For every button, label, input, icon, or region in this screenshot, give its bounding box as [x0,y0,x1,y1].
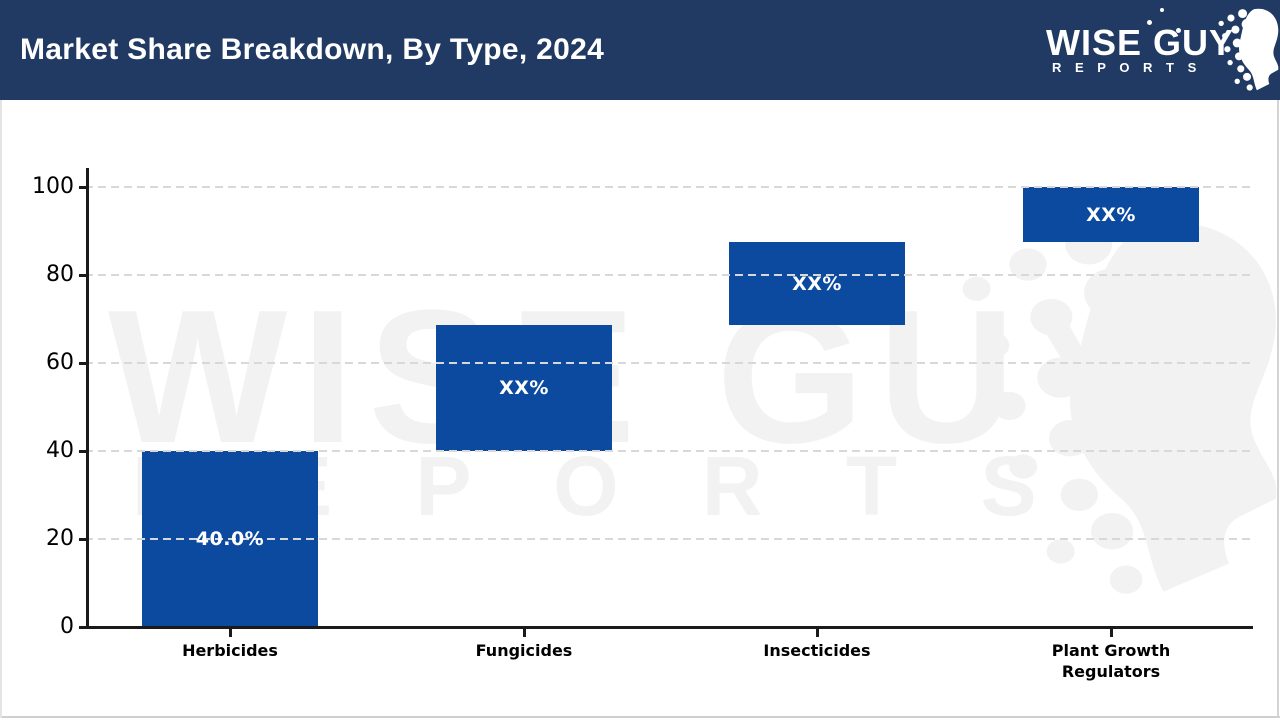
x-category-label-fungicides: Fungicides [475,641,573,660]
plot-area: WISE GUY R E P O R T S 0 20 40 60 80 100 40.0%… [0,100,1280,720]
right-border-line [1277,100,1279,718]
logo-subtitle: R E P O R T S [1052,60,1202,75]
y-tick-label: 0 [60,614,74,639]
watermark-head-icon [962,222,1277,594]
y-tick-label: 20 [46,526,74,551]
y-tick-label: 100 [32,174,74,199]
y-tick-label: 80 [46,262,74,287]
header-bar: Market Share Breakdown, By Type, 2024 WI… [0,0,1280,100]
logo-dot [1160,8,1164,12]
bar-value-label-fungicides: XX% [499,377,549,400]
x-category-label-plant-growth-regulators: Plant Growth Regulators [1051,641,1171,681]
x-category-label-herbicides: Herbicides [182,641,278,660]
left-border-line [0,100,2,718]
gridline-100 [85,186,1253,188]
x-tick-mark [1109,629,1113,637]
bar-value-label-insecticides: XX% [792,272,842,295]
logo-dot [1176,28,1181,33]
chart-title: Market Share Breakdown, By Type, 2024 [20,33,605,66]
gridline-60 [85,362,1253,364]
y-tick-label: 40 [46,438,74,463]
y-tick-mark [79,449,86,453]
x-category-label-insecticides: Insecticides [763,641,871,660]
y-tick-label: 60 [46,350,74,375]
y-tick-mark [79,625,86,629]
y-tick-mark [79,185,86,189]
bar-value-label-herbicides: 40.0% [195,528,265,550]
y-tick-mark [79,273,86,277]
y-tick-mark [79,361,86,365]
wiseguy-head-icon [1218,8,1279,91]
watermark-text-line1: WISE GUY [108,271,1171,483]
bottom-border-line [0,716,1280,718]
bar-insecticides [729,242,905,326]
y-axis-line [86,168,89,629]
bar-value-label-plant-growth-regulators: XX% [1086,203,1136,226]
bar-fungicides [436,325,612,451]
logo-dot [1147,20,1152,25]
logo-wordmark: WISE GUY [1046,22,1235,63]
bar-plant-growth-regulators [1023,187,1199,242]
gridline-80 [85,274,1253,276]
x-tick-mark [228,629,232,637]
x-tick-mark [522,629,526,637]
x-axis-line [85,626,1253,629]
y-tick-mark [79,537,86,541]
gridline-40 [85,450,1253,452]
gridline-20 [85,538,1253,540]
x-tick-mark [815,629,819,637]
